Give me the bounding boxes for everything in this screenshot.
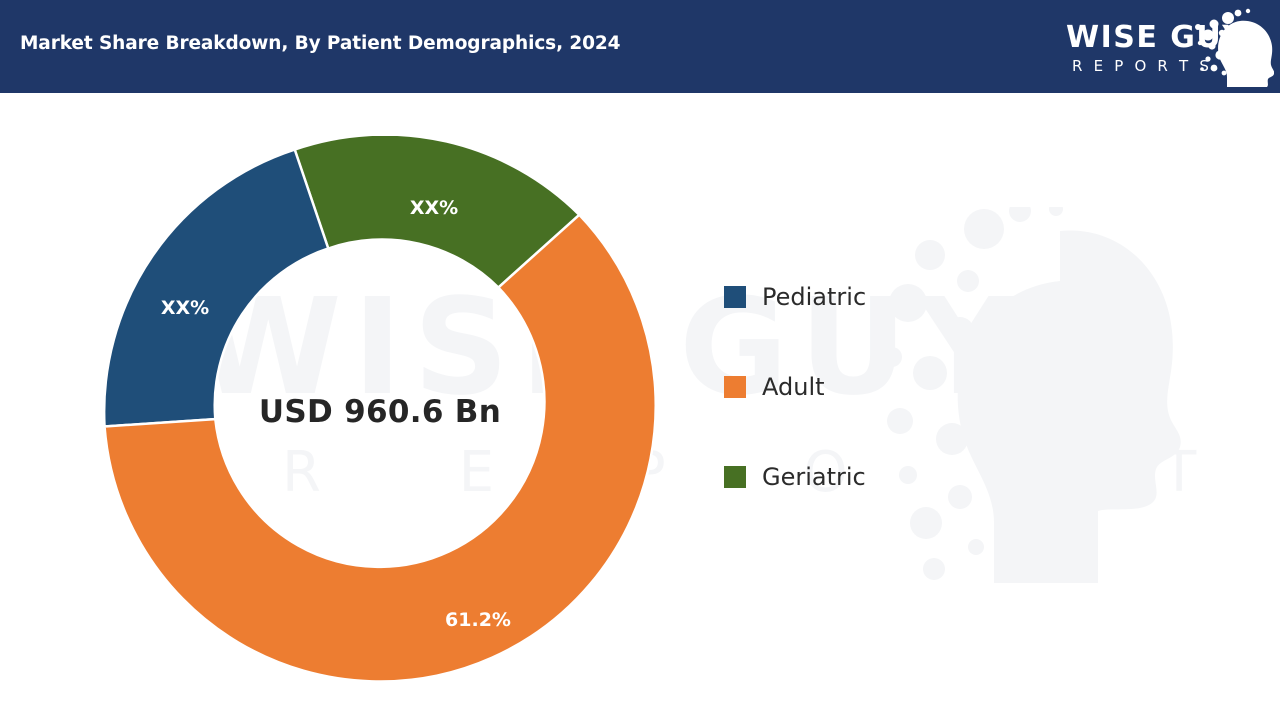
legend-item-adult[interactable]: Adult bbox=[724, 342, 974, 432]
chart-legend: Pediatric Adult Geriatric bbox=[724, 252, 974, 522]
legend-item-pediatric[interactable]: Pediatric bbox=[724, 252, 974, 342]
legend-item-label: Pediatric bbox=[762, 283, 867, 311]
legend-item-geriatric[interactable]: Geriatric bbox=[724, 432, 974, 522]
wise-guy-reports-logo: WISE GUY R E P O R T S bbox=[1066, 8, 1274, 87]
slice-adult[interactable]: 61.2% bbox=[104, 213, 656, 683]
legend-swatch-icon bbox=[724, 286, 746, 308]
slice-pediatric[interactable]: XX% bbox=[104, 147, 330, 428]
donut-chart-svg: XX% XX% 61.2% bbox=[104, 136, 656, 683]
slice-geriatric[interactable]: XX% bbox=[293, 136, 582, 290]
chart-body: WISE GUY R E P O R T S bbox=[0, 93, 1280, 720]
page-header: Market Share Breakdown, By Patient Demog… bbox=[0, 0, 1280, 93]
page-title: Market Share Breakdown, By Patient Demog… bbox=[20, 33, 621, 54]
logo-head-icon bbox=[1195, 8, 1274, 87]
logo-line2-text: R E P O R T S bbox=[1072, 57, 1212, 75]
slice-label-adult: 61.2% bbox=[445, 609, 511, 631]
donut-chart: XX% XX% 61.2% USD 960.6 Bn bbox=[104, 136, 656, 688]
legend-swatch-icon bbox=[724, 376, 746, 398]
slice-label-pediatric: XX% bbox=[161, 297, 209, 319]
legend-item-label: Geriatric bbox=[762, 463, 866, 491]
slice-label-geriatric: XX% bbox=[410, 197, 458, 219]
legend-item-label: Adult bbox=[762, 373, 825, 401]
legend-swatch-icon bbox=[724, 466, 746, 488]
